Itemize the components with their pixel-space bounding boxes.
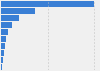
Bar [1, 22, 12, 28]
Bar [1, 43, 4, 49]
Bar [1, 50, 4, 56]
Bar [1, 64, 2, 70]
Bar [1, 1, 94, 7]
Bar [1, 29, 8, 35]
Bar [1, 57, 3, 63]
Bar [1, 8, 35, 14]
Bar [1, 15, 19, 21]
Bar [1, 36, 6, 42]
